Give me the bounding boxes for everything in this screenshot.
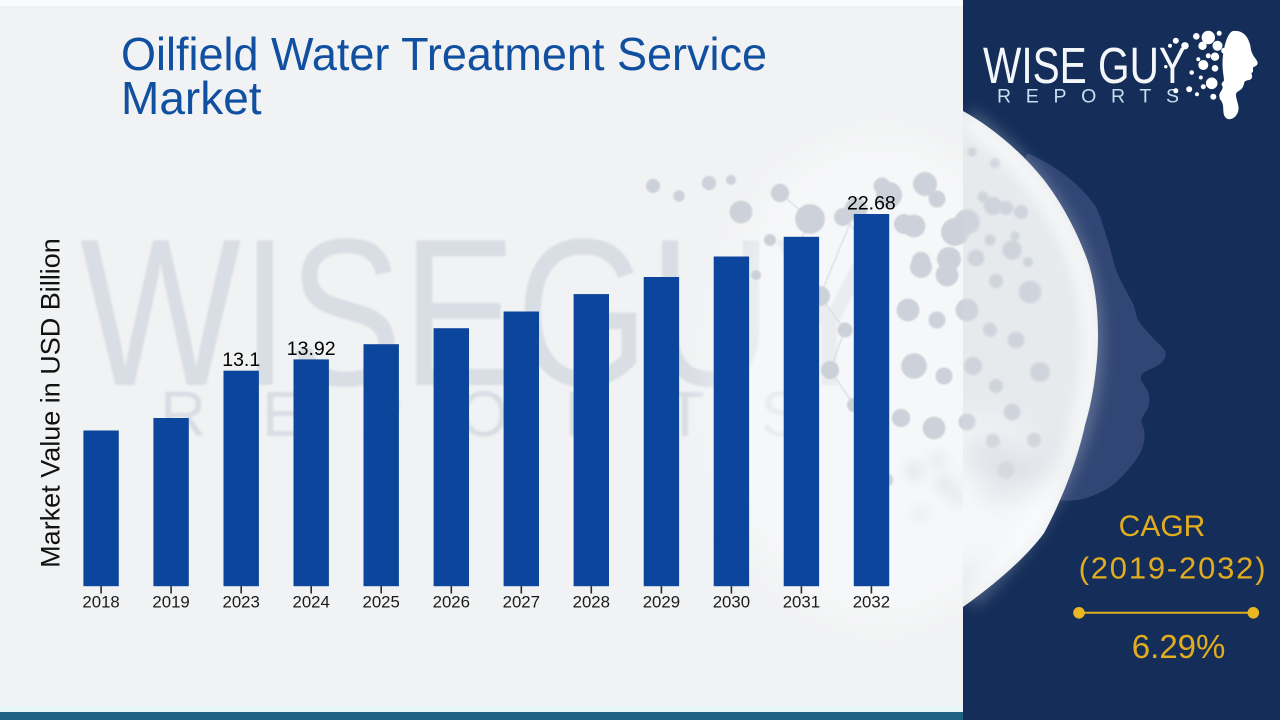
svg-text:2028: 2028 (573, 593, 610, 612)
svg-text:2031: 2031 (783, 593, 820, 612)
svg-text:22.68: 22.68 (847, 193, 896, 215)
svg-text:CAGR: CAGR (1119, 510, 1206, 543)
svg-text:2026: 2026 (433, 593, 470, 612)
svg-text:Market: Market (121, 72, 262, 124)
svg-text:Market Value in USD Billion: Market Value in USD Billion (36, 238, 66, 568)
svg-text:13.1: 13.1 (222, 349, 260, 371)
svg-text:2025: 2025 (363, 593, 400, 612)
svg-text:2023: 2023 (223, 593, 260, 612)
svg-text:2029: 2029 (643, 593, 680, 612)
svg-text:13.92: 13.92 (287, 338, 336, 360)
svg-text:Oilfield Water Treatment Servi: Oilfield Water Treatment Service (121, 28, 767, 80)
svg-text:REPORTS: REPORTS (160, 378, 803, 450)
svg-text:2030: 2030 (713, 593, 750, 612)
svg-text:WISE GUY: WISE GUY (983, 37, 1186, 94)
svg-text:2032: 2032 (853, 593, 890, 612)
svg-text:(2019-2032): (2019-2032) (1079, 551, 1268, 586)
svg-text:6.29%: 6.29% (1132, 628, 1226, 665)
svg-text:2027: 2027 (503, 593, 540, 612)
svg-text:2018: 2018 (82, 593, 119, 612)
svg-text:2019: 2019 (152, 593, 189, 612)
svg-text:2024: 2024 (293, 593, 330, 612)
